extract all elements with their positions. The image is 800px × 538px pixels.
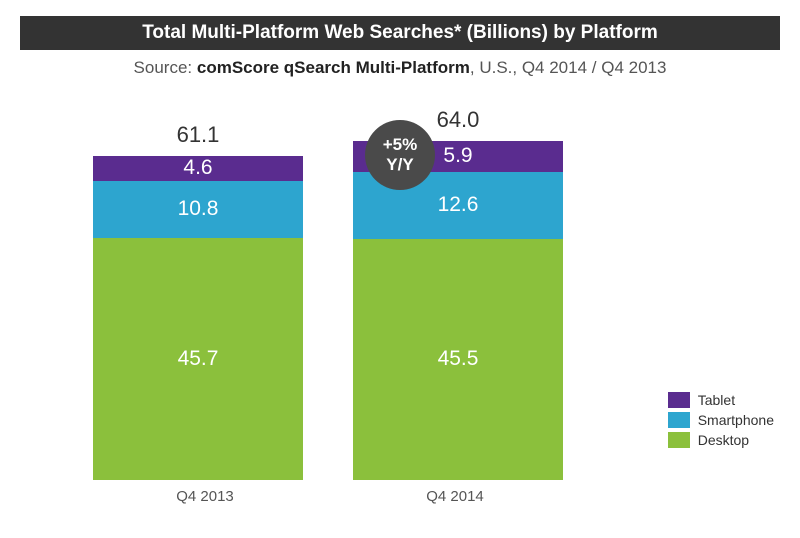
badge-line2: Y/Y xyxy=(386,155,413,175)
bar-col-0: 61.1 4.6 10.8 45.7 xyxy=(93,122,303,480)
legend-item-smartphone: Smartphone xyxy=(668,412,774,428)
xlabel-0: Q4 2013 xyxy=(100,488,310,505)
xlabel-1: Q4 2014 xyxy=(350,488,560,505)
seg-label: 4.6 xyxy=(183,156,212,180)
chart-area: 61.1 4.6 10.8 45.7 64.0 5.9 12.6 45.5 xyxy=(68,130,588,480)
chart-title: Total Multi-Platform Web Searches* (Bill… xyxy=(142,22,658,44)
legend-swatch xyxy=(668,432,690,448)
seg-label: 12.6 xyxy=(438,193,479,217)
legend-label: Smartphone xyxy=(698,412,774,428)
yoy-badge: +5% Y/Y xyxy=(365,120,435,190)
seg-label: 45.5 xyxy=(438,347,479,371)
source-line: Source: comScore qSearch Multi-Platform,… xyxy=(20,58,780,78)
chart-container: Total Multi-Platform Web Searches* (Bill… xyxy=(0,0,800,538)
bar-total-1: 64.0 xyxy=(437,107,480,133)
seg-label: 45.7 xyxy=(178,347,219,371)
badge-line1: +5% xyxy=(383,135,418,155)
seg-0-smartphone: 10.8 xyxy=(93,181,303,238)
source-prefix: Source: xyxy=(134,58,197,77)
legend-item-tablet: Tablet xyxy=(668,392,774,408)
legend-label: Tablet xyxy=(698,392,735,408)
seg-label: 5.9 xyxy=(443,144,472,168)
bar-stack-1: 5.9 12.6 45.5 xyxy=(353,141,563,480)
bar-total-0: 61.1 xyxy=(177,122,220,148)
seg-0-desktop: 45.7 xyxy=(93,238,303,480)
source-suffix: , U.S., Q4 2014 / Q4 2013 xyxy=(470,58,667,77)
legend-label: Desktop xyxy=(698,432,749,448)
chart-title-bar: Total Multi-Platform Web Searches* (Bill… xyxy=(20,16,780,50)
legend-swatch xyxy=(668,412,690,428)
legend-swatch xyxy=(668,392,690,408)
source-strong: comScore qSearch Multi-Platform xyxy=(197,58,470,77)
legend: Tablet Smartphone Desktop xyxy=(668,392,774,448)
seg-0-tablet: 4.6 xyxy=(93,156,303,180)
bar-stack-0: 4.6 10.8 45.7 xyxy=(93,156,303,480)
legend-item-desktop: Desktop xyxy=(668,432,774,448)
seg-1-desktop: 45.5 xyxy=(353,239,563,480)
seg-label: 10.8 xyxy=(178,197,219,221)
